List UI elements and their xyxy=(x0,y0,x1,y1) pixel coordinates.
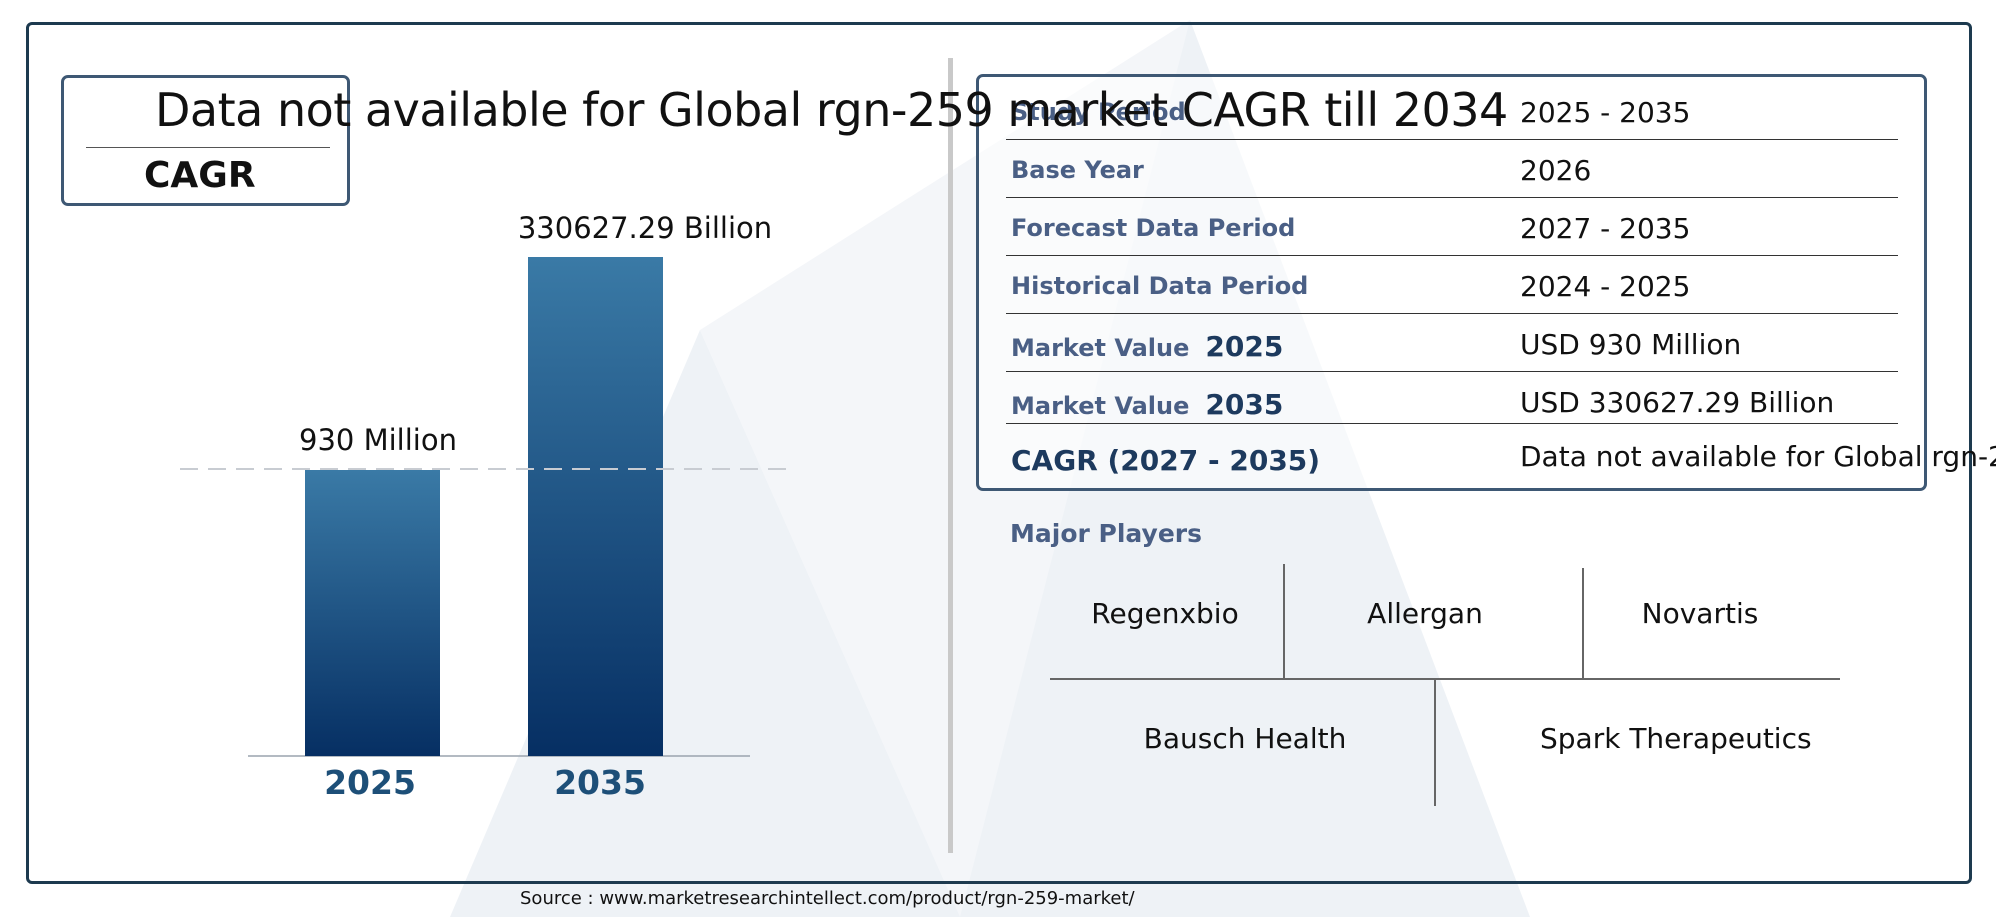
info-row-market-value-2035: Market Value 2035 USD 330627.29 Billion xyxy=(1006,372,1898,424)
info-key-label: Market Value xyxy=(1011,334,1190,362)
info-row-cagr: CAGR (2027 - 2035) Data not available fo… xyxy=(1006,424,1996,482)
bar-value-label-2035: 330627.29 Billion xyxy=(518,211,772,245)
market-info-table xyxy=(976,74,1927,491)
player-regenxbio: Regenxbio xyxy=(1091,597,1239,630)
info-row-forecast-period: Forecast Data Period 2027 - 2035 xyxy=(1006,198,1898,256)
source-text: Source : www.marketresearchintellect.com… xyxy=(520,888,1135,909)
player-novartis: Novartis xyxy=(1641,597,1759,630)
info-key: Base Year xyxy=(1011,156,1144,184)
info-key: Forecast Data Period xyxy=(1011,214,1296,242)
info-key: Study Period xyxy=(1011,98,1186,126)
player-divider xyxy=(1434,678,1436,806)
bar-value-label-2025: 930 Million xyxy=(299,423,457,457)
outer-frame xyxy=(26,22,1972,884)
info-row-historical-period: Historical Data Period 2024 - 2025 xyxy=(1006,256,1898,314)
bar-2035 xyxy=(528,257,663,756)
info-value: 2027 - 2035 xyxy=(1520,212,1691,245)
cagr-divider-line xyxy=(86,147,330,148)
info-key-year: 2035 xyxy=(1205,388,1284,421)
info-row-base-year: Base Year 2026 xyxy=(1006,140,1898,198)
player-divider xyxy=(1283,564,1285,678)
info-value: USD 330627.29 Billion xyxy=(1520,386,1835,419)
player-bausch-health: Bausch Health xyxy=(1143,722,1347,755)
player-spark-therapeutics: Spark Therapeutics xyxy=(1540,722,1812,755)
cagr-headline: Data not available for Global rgn-259 ma… xyxy=(155,83,1508,137)
info-key: CAGR (2027 - 2035) xyxy=(1011,444,1321,477)
cagr-badge-label: CAGR xyxy=(144,155,256,196)
info-key: Historical Data Period xyxy=(1011,272,1309,300)
info-key-year: 2025 xyxy=(1205,330,1284,363)
info-row-market-value-2025: Market Value 2025 USD 930 Million xyxy=(1006,314,1898,372)
info-key-label: Market Value xyxy=(1011,392,1190,420)
info-value: 2025 - 2035 xyxy=(1520,96,1691,129)
bar-chart: 930 Million 330627.29 Billion 2025 2035 xyxy=(180,211,790,802)
info-value: 2026 xyxy=(1520,154,1592,187)
x-tick-label-2035: 2035 xyxy=(554,763,646,802)
info-value: Data not available for Global rgn-259 ma… xyxy=(1520,440,1996,473)
info-value: 2024 - 2025 xyxy=(1520,270,1691,303)
player-divider xyxy=(1582,568,1584,678)
player-allergan: Allergan xyxy=(1367,597,1483,630)
info-value: USD 930 Million xyxy=(1520,328,1742,361)
info-key: Market Value 2025 xyxy=(1011,330,1283,363)
info-key: Market Value 2035 xyxy=(1011,388,1283,421)
player-row-divider xyxy=(1050,678,1840,680)
major-players-title: Major Players xyxy=(1010,519,1202,548)
cagr-badge: CAGR xyxy=(61,75,350,206)
info-row-study-period: Study Period 2025 - 2035 xyxy=(1006,82,1898,140)
x-tick-label-2025: 2025 xyxy=(324,763,416,802)
bar-2025 xyxy=(305,470,440,756)
panel-divider xyxy=(948,58,953,853)
